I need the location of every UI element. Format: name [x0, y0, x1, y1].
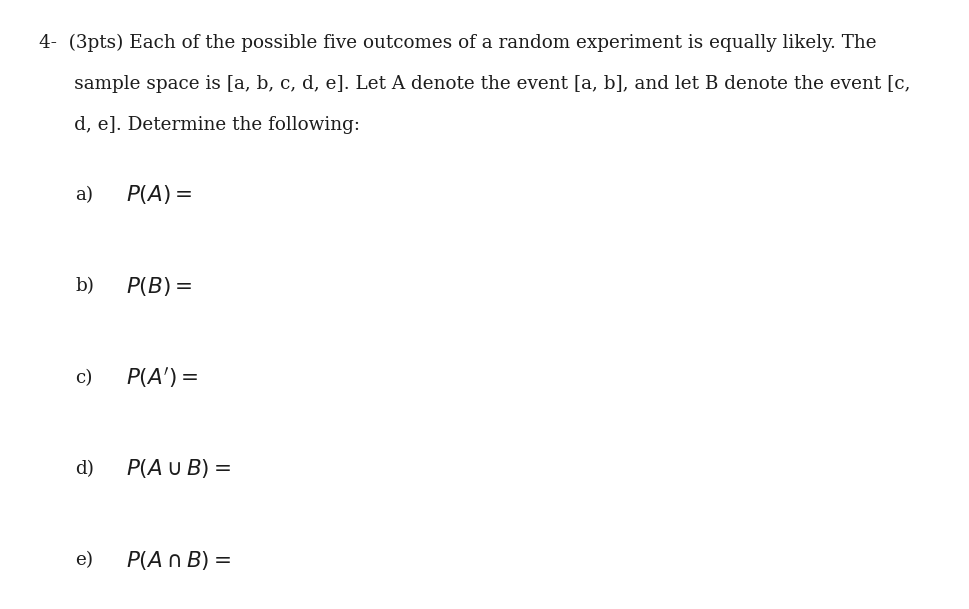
Text: b): b) — [76, 277, 95, 295]
Text: $P(A\cap B)=$: $P(A\cap B)=$ — [126, 549, 232, 572]
Text: a): a) — [76, 186, 94, 204]
Text: d): d) — [76, 460, 95, 478]
Text: $P(B)=$: $P(B)=$ — [126, 275, 193, 298]
Text: d, e]. Determine the following:: d, e]. Determine the following: — [39, 116, 359, 135]
Text: 4-  (3pts) Each of the possible five outcomes of a random experiment is equally : 4- (3pts) Each of the possible five outc… — [39, 33, 876, 52]
Text: sample space is [a, b, c, d, e]. Let A denote the event [a, b], and let B denote: sample space is [a, b, c, d, e]. Let A d… — [39, 75, 910, 93]
Text: e): e) — [76, 551, 94, 569]
Text: $P(A^{\prime})=$: $P(A^{\prime})=$ — [126, 365, 199, 390]
Text: $P(A)=$: $P(A)=$ — [126, 183, 193, 206]
Text: c): c) — [76, 368, 93, 387]
Text: $P(A\cup B)=$: $P(A\cup B)=$ — [126, 457, 232, 481]
